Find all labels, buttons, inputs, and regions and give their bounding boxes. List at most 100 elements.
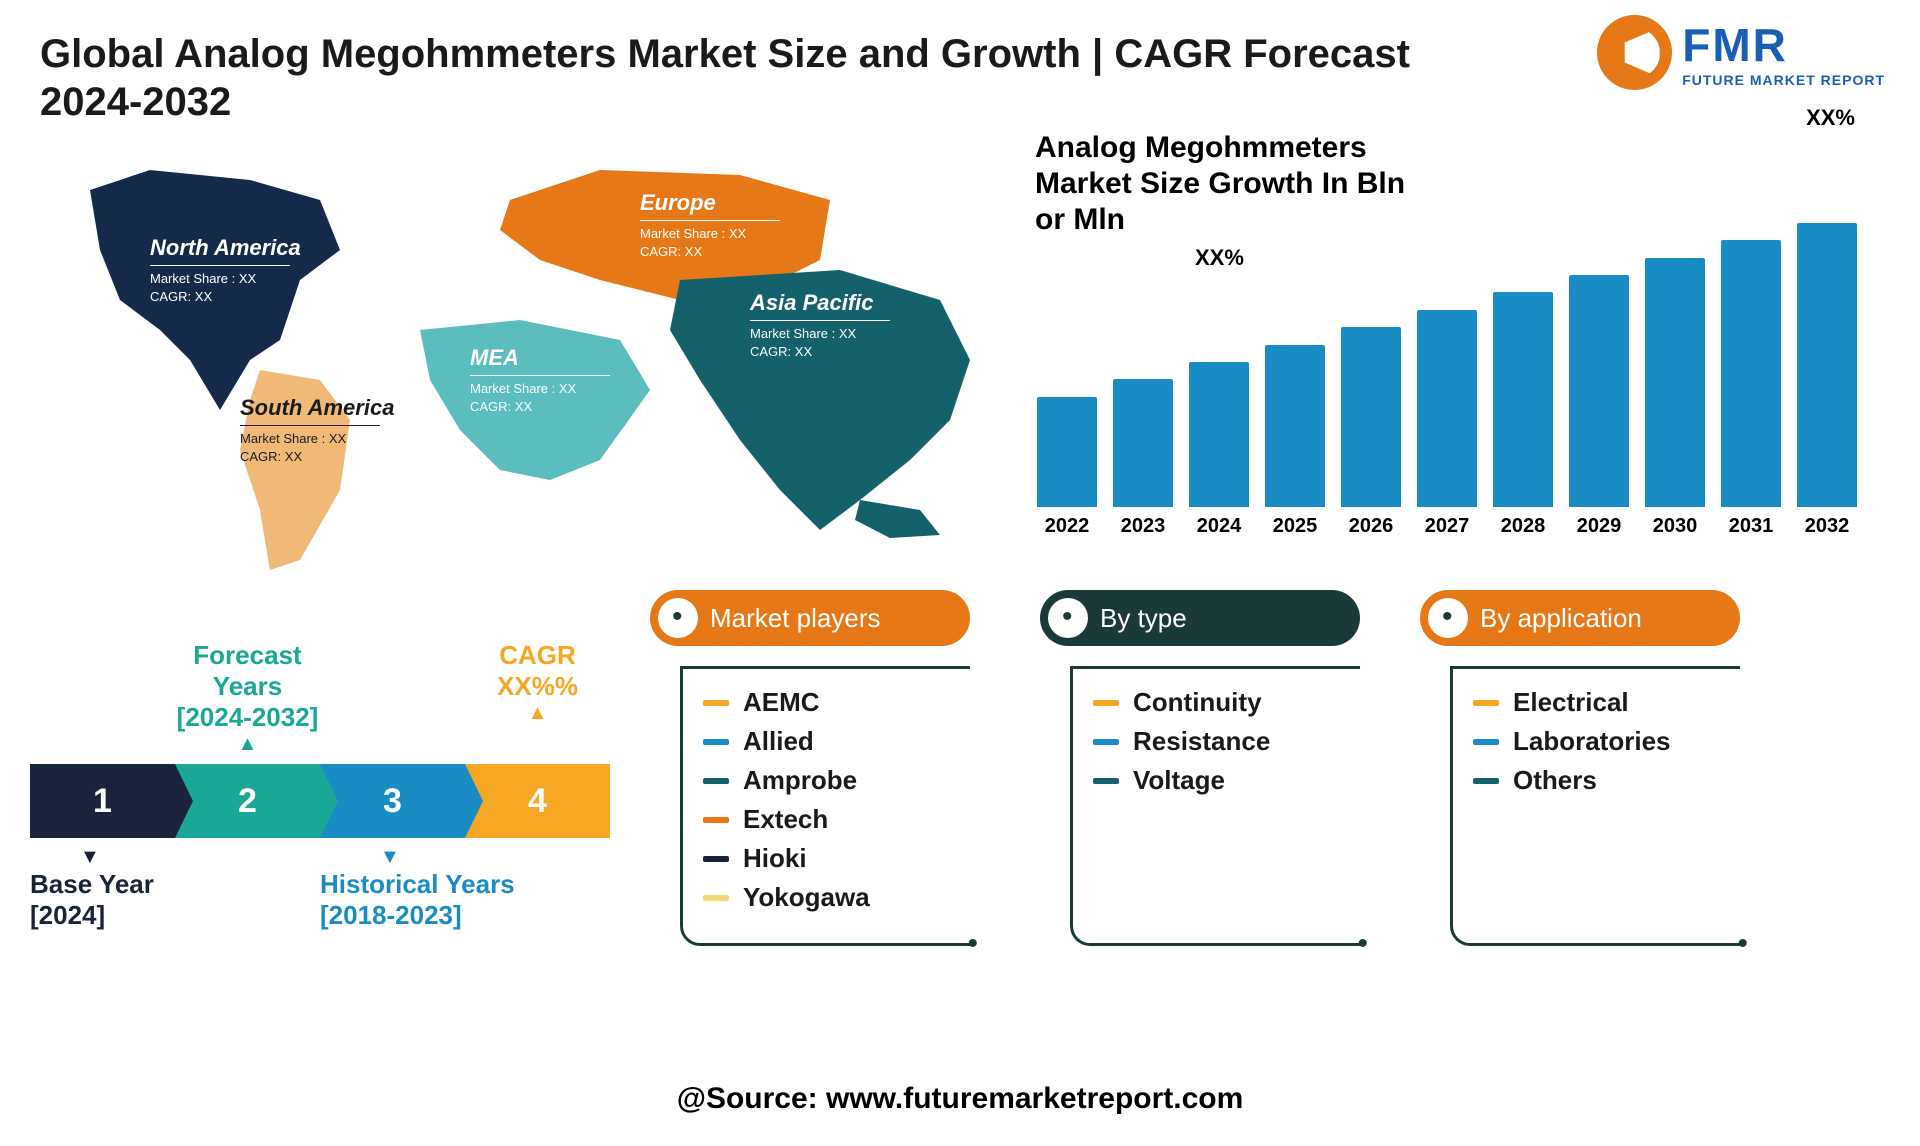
world-map: North America Market Share : XX CAGR: XX… [40, 160, 1000, 560]
bar-rect [1265, 345, 1325, 507]
bar-2024: 2024 [1187, 362, 1251, 538]
bullet-icon [703, 856, 729, 862]
bar-2023: 2023 [1111, 379, 1175, 538]
bullet-icon [703, 700, 729, 706]
timeline-segment-4: 4 [465, 764, 610, 838]
chart-annot-2024: XX% [1195, 245, 1244, 271]
list-item-label: Amprobe [743, 765, 857, 796]
category-header-type: By type [1040, 590, 1360, 646]
region-sa-cagr: CAGR: XX [240, 448, 394, 466]
list-item: AEMC [703, 687, 970, 718]
region-south-america: South America Market Share : XX CAGR: XX [240, 395, 394, 466]
timeline-historical-years: ▼ Historical Years [2018-2023] [320, 846, 610, 931]
list-item: Resistance [1093, 726, 1360, 757]
list-item-label: Yokogawa [743, 882, 870, 913]
pointer-up-icon: ▼ [80, 846, 320, 869]
region-mea-share: Market Share : XX [470, 380, 610, 398]
bar-rect [1797, 223, 1857, 507]
bar-rect [1189, 362, 1249, 507]
growth-bar-chart: Analog Megohmmeters Market Size Growth I… [1035, 130, 1865, 550]
region-asia-pacific: Asia Pacific Market Share : XX CAGR: XX [750, 290, 890, 361]
bar-2027: 2027 [1415, 310, 1479, 538]
list-item-label: Continuity [1133, 687, 1262, 718]
list-item: Yokogawa [703, 882, 970, 913]
bar-2029: 2029 [1567, 275, 1631, 538]
region-eu-cagr: CAGR: XX [640, 243, 780, 261]
bar-year-label: 2025 [1273, 515, 1318, 538]
timeline-segment-3: 3 [320, 764, 465, 838]
region-sa-label: South America [240, 395, 394, 421]
timeline-cagr-label: CAGR [465, 640, 610, 671]
region-north-america: North America Market Share : XX CAGR: XX [150, 235, 301, 306]
bar-rect [1645, 258, 1705, 507]
region-eu-label: Europe [640, 190, 780, 216]
bullet-icon [1473, 700, 1499, 706]
bar-rect [1493, 292, 1553, 507]
fmr-logo-text: FMR [1682, 18, 1885, 72]
list-item: Amprobe [703, 765, 970, 796]
region-na-label: North America [150, 235, 301, 261]
category-market-players: Market players AEMC Allied Amprobe Extech Hi… [650, 590, 970, 946]
chart-annot-2032: XX% [1806, 105, 1855, 131]
category-header-application: By application [1420, 590, 1740, 646]
bullet-icon [1093, 778, 1119, 784]
bar-2030: 2030 [1643, 258, 1707, 538]
category-header-players: Market players [650, 590, 970, 646]
timeline-hist-label: Historical Years [320, 869, 610, 900]
bullet-icon [703, 739, 729, 745]
page-title: Global Analog Megohmmeters Market Size a… [40, 30, 1440, 126]
bar-2026: 2026 [1339, 327, 1403, 538]
list-item-label: Hioki [743, 843, 807, 874]
list-item: Voltage [1093, 765, 1360, 796]
bar-rect [1113, 379, 1173, 507]
bar-year-label: 2032 [1805, 515, 1850, 538]
bar-rect [1721, 240, 1781, 507]
bullet-icon [1473, 778, 1499, 784]
bar-2028: 2028 [1491, 292, 1555, 538]
list-item: Continuity [1093, 687, 1360, 718]
bullet-icon [703, 778, 729, 784]
pointer-down-icon: ▲ [465, 702, 610, 725]
timeline-forecast-label: Forecast Years [175, 640, 320, 702]
bullet-icon [703, 817, 729, 823]
list-item-label: Resistance [1133, 726, 1270, 757]
bar-2022: 2022 [1035, 397, 1099, 538]
list-item: Laboratories [1473, 726, 1740, 757]
list-item: Others [1473, 765, 1740, 796]
bar-year-label: 2030 [1653, 515, 1698, 538]
bar-year-label: 2027 [1425, 515, 1470, 538]
bar-year-label: 2022 [1045, 515, 1090, 538]
region-na-cagr: CAGR: XX [150, 288, 301, 306]
list-item-label: Electrical [1513, 687, 1629, 718]
bar-2032: 2032 [1795, 223, 1859, 538]
fmr-logo-icon [1597, 15, 1672, 90]
region-europe: Europe Market Share : XX CAGR: XX [640, 190, 780, 261]
bar-year-label: 2024 [1197, 515, 1242, 538]
timeline-base-sub: [2024] [30, 900, 320, 931]
bullet-icon [703, 895, 729, 901]
category-by-type: By type Continuity Resistance Voltage [1040, 590, 1360, 946]
list-item-label: AEMC [743, 687, 820, 718]
timeline-segment-1: 1 [30, 764, 175, 838]
bar-year-label: 2031 [1729, 515, 1774, 538]
bar-rect [1341, 327, 1401, 507]
bar-2031: 2031 [1719, 240, 1783, 538]
timeline-cagr-sub: XX%% [465, 671, 610, 702]
list-item-label: Allied [743, 726, 814, 757]
list-item: Extech [703, 804, 970, 835]
list-item-label: Laboratories [1513, 726, 1671, 757]
timeline-segment-2: 2 [175, 764, 320, 838]
bar-2025: 2025 [1263, 345, 1327, 538]
list-item: Hioki [703, 843, 970, 874]
timeline-base-year: ▼ Base Year [2024] [30, 846, 320, 931]
region-eu-share: Market Share : XX [640, 225, 780, 243]
region-ap-cagr: CAGR: XX [750, 343, 890, 361]
timeline-forecast-sub: [2024-2032] [175, 702, 320, 733]
south-america-shape [220, 360, 360, 580]
fmr-logo: FMR FUTURE MARKET REPORT [1597, 15, 1885, 90]
list-item-label: Others [1513, 765, 1597, 796]
timeline-forecast-years: Forecast Years [2024-2032] ▲ [175, 640, 320, 756]
chart-title: Analog Megohmmeters Market Size Growth I… [1035, 130, 1435, 238]
timeline-base-label: Base Year [30, 869, 320, 900]
region-mea-label: MEA [470, 345, 610, 371]
